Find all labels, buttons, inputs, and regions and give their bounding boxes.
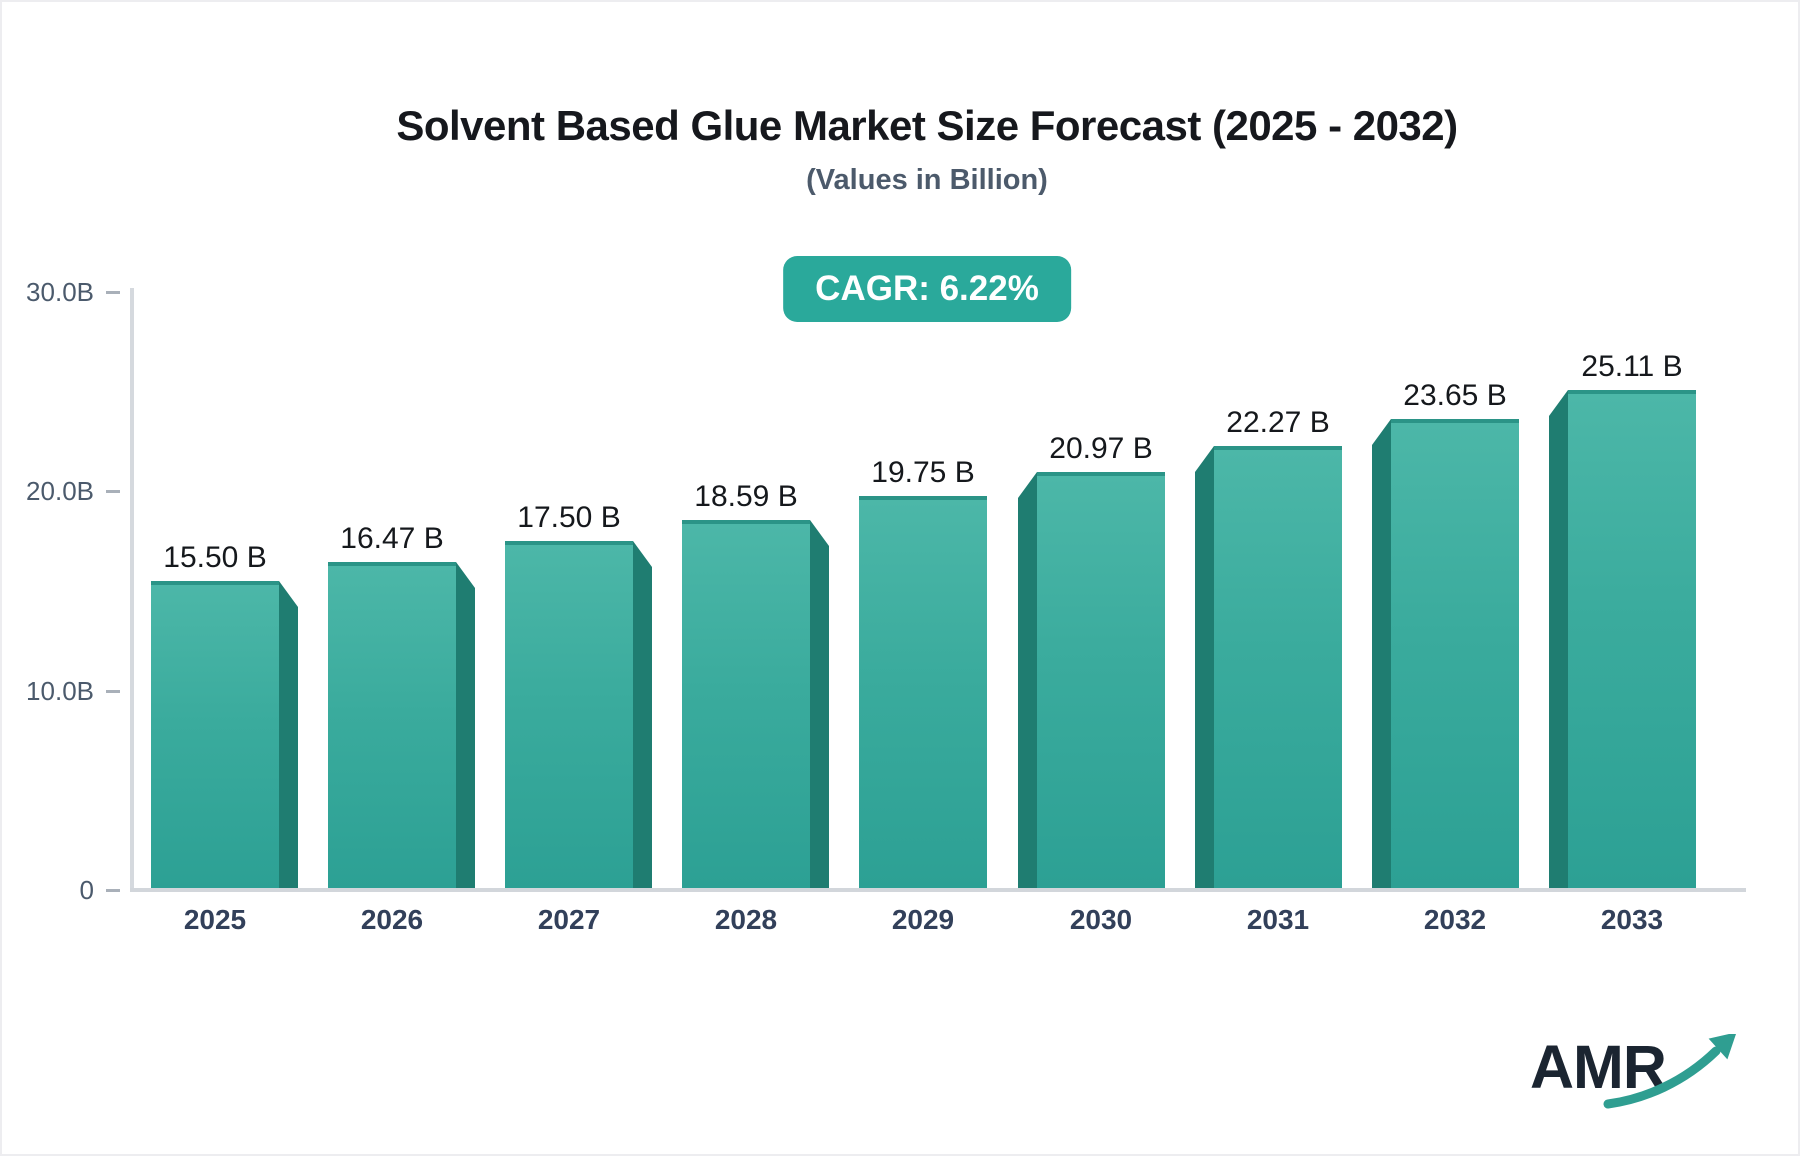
x-axis-label-2029: 2029 (891, 904, 955, 935)
bar-value-label: 20.97 B (1049, 432, 1153, 465)
bar-2033[interactable]: 25.11 B (1549, 350, 1696, 892)
bar-value-label: 16.47 B (340, 522, 444, 555)
y-axis-tick-label: 20.0B (26, 476, 94, 506)
bar-value-label: 23.65 B (1403, 379, 1507, 412)
y-axis-line (130, 288, 134, 892)
bar-front-face: 16.47 B (328, 522, 456, 892)
bar-2028[interactable]: 18.59 B (682, 480, 829, 892)
x-axis-label-2030: 2030 (1069, 904, 1133, 935)
y-axis-tick-label: 10.0B (26, 676, 94, 706)
bar-front-face: 17.50 B (505, 501, 633, 892)
bar-2029[interactable]: 19.75 B (859, 456, 987, 892)
bar-value-label: 22.27 B (1226, 406, 1330, 439)
amr-logo: AMR (1530, 1032, 1737, 1122)
bar-front-face: 25.11 B (1568, 350, 1696, 892)
x-axis-label-2033: 2033 (1600, 904, 1664, 935)
x-axis-label-2027: 2027 (537, 904, 601, 935)
bar-front-face: 23.65 B (1391, 379, 1519, 892)
x-axis-label-2028: 2028 (714, 904, 778, 935)
bar-2032[interactable]: 23.65 B (1372, 379, 1519, 892)
bar-front-face: 20.97 B (1037, 432, 1165, 892)
bar-front-face: 15.50 B (151, 541, 279, 892)
bar-side-face (810, 520, 829, 892)
amr-logo-text: AMR (1530, 1033, 1667, 1101)
bar-side-face (1018, 472, 1037, 892)
y-axis-tick-label: 0 (79, 875, 94, 905)
bar-side-face (456, 562, 475, 892)
bar-front-face: 18.59 B (682, 480, 810, 892)
cagr-badge: CAGR: 6.22% (783, 256, 1071, 322)
bar-value-label: 25.11 B (1581, 350, 1683, 383)
bar-value-label: 18.59 B (694, 480, 798, 513)
bar-value-label: 15.50 B (163, 541, 267, 574)
bar-value-label: 19.75 B (871, 456, 975, 489)
bar-side-face (1372, 419, 1391, 892)
y-axis-tick-mark (106, 490, 120, 493)
y-axis-tick-mark (106, 291, 120, 294)
bar-side-face (1195, 446, 1214, 892)
bar-side-face (633, 541, 652, 892)
bar-value-label: 17.50 B (517, 501, 621, 534)
bar-2031[interactable]: 22.27 B (1195, 406, 1342, 892)
x-axis-label-2032: 2032 (1423, 904, 1487, 935)
y-axis-tick-mark (106, 690, 120, 693)
bar-side-face (279, 581, 298, 892)
x-axis-label-2025: 2025 (183, 904, 247, 935)
bar-front-face: 19.75 B (859, 456, 987, 892)
bar-2027[interactable]: 17.50 B (505, 501, 652, 892)
x-axis-label-2031: 2031 (1246, 904, 1310, 935)
bar-2030[interactable]: 20.97 B (1018, 432, 1165, 892)
chart-subtitle: (Values in Billion) (806, 164, 1048, 196)
growth-arrow-icon (1603, 1034, 1737, 1109)
x-axis-baseline (130, 888, 1746, 892)
x-axis-label-2026: 2026 (360, 904, 424, 935)
chart-title: Solvent Based Glue Market Size Forecast … (396, 102, 1458, 149)
bar-side-face (1549, 390, 1568, 892)
y-axis-tick-mark (106, 889, 120, 892)
bar-2025[interactable]: 15.50 B (151, 541, 298, 892)
bar-2026[interactable]: 16.47 B (328, 522, 475, 892)
y-axis-tick-label: 30.0B (26, 277, 94, 307)
bar-front-face: 22.27 B (1214, 406, 1342, 892)
